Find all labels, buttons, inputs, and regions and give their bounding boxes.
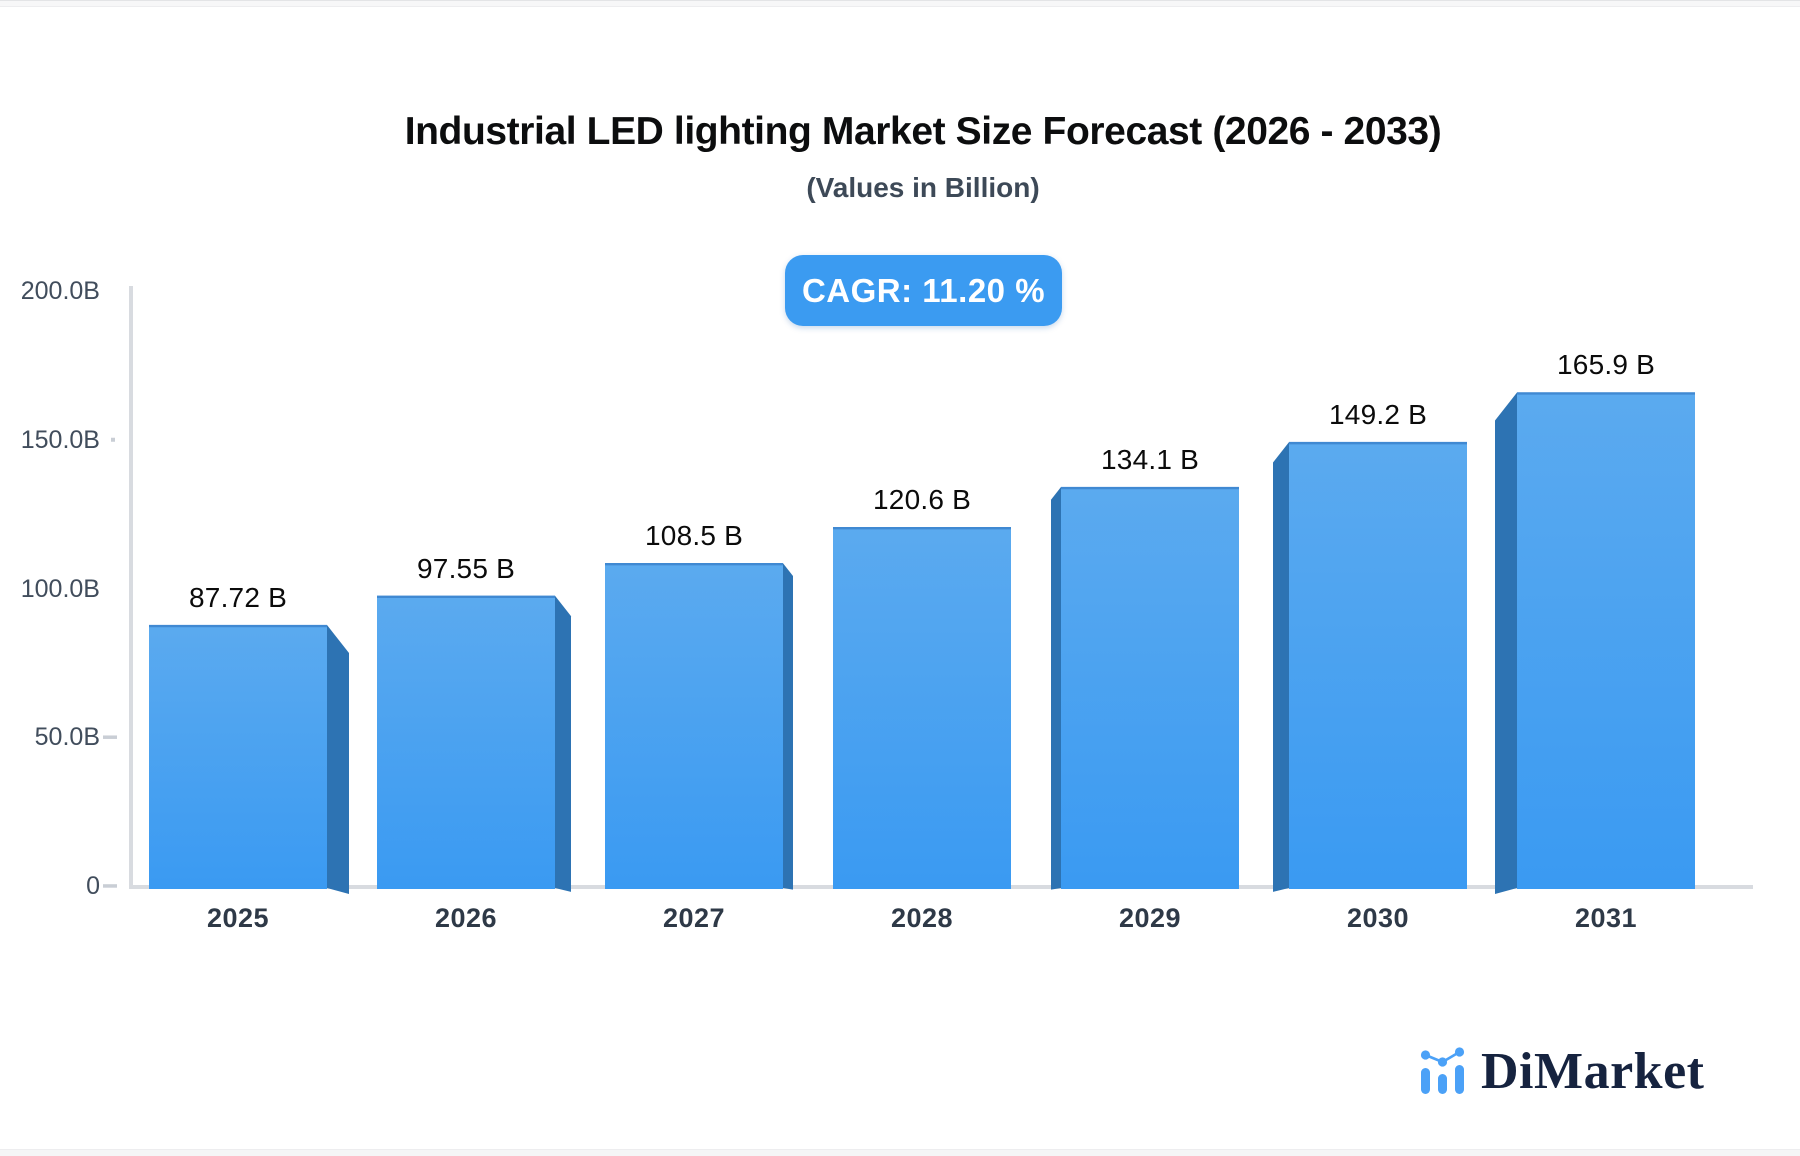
page-bottom-edge (0, 1149, 1800, 1156)
cagr-badge: CAGR: 11.20 % (785, 255, 1062, 326)
bar-side-2025 (327, 625, 349, 894)
x-tick-label-2027: 2027 (662, 903, 726, 933)
y-tick-mark (111, 437, 115, 442)
value-label-2030: 149.2 B (1329, 399, 1427, 431)
cagr-badge-label: CAGR: 11.20 % (801, 271, 1046, 309)
value-label-2026: 97.55 B (417, 552, 515, 584)
y-tick-mark (103, 884, 117, 888)
value-label-2029: 134.1 B (1101, 444, 1199, 476)
dimarket-logo: DiMarket (1418, 1038, 1704, 1098)
bar-2026[interactable] (377, 595, 555, 889)
y-tick-label-200.0B: 200.0B (20, 277, 100, 305)
x-tick-label-2026: 2026 (434, 903, 498, 933)
bar-2028[interactable] (833, 527, 1011, 889)
x-tick-label-2031: 2031 (1574, 903, 1638, 933)
y-tick-label-150.0B: 150.0B (20, 425, 100, 454)
y-axis-tick-marks (103, 437, 117, 888)
bar-2025[interactable] (149, 625, 327, 889)
bar-2030[interactable] (1289, 442, 1467, 889)
x-tick-label-2029: 2029 (1118, 903, 1182, 933)
x-tick-label-2028: 2028 (890, 903, 954, 933)
page-top-edge (0, 0, 1800, 7)
value-label-2028: 120.6 B (873, 484, 971, 516)
logo-text: DiMarket (1481, 1043, 1705, 1100)
value-label-2031: 165.9 B (1557, 349, 1655, 381)
y-tick-label-50.0B: 50.0B (34, 723, 100, 752)
bar-2031[interactable] (1517, 392, 1695, 889)
value-label-2025: 87.72 B (189, 582, 287, 614)
y-tick-mark (103, 735, 117, 739)
bars-group (149, 392, 1695, 894)
value-label-2027: 108.5 B (645, 520, 743, 552)
y-tick-label-100.0B: 100.0B (20, 574, 100, 603)
chart-subtitle: (Values in Billion) (806, 172, 1040, 203)
bar-side-2026 (555, 595, 571, 892)
bar-2027[interactable] (605, 563, 783, 889)
bar-side-2027 (783, 563, 793, 890)
bar-2029[interactable] (1061, 487, 1239, 889)
bar-side-2029 (1051, 487, 1061, 890)
y-tick-label-0: 0 (86, 872, 100, 900)
x-tick-label-2030: 2030 (1346, 903, 1410, 933)
mini-bar-line-chart-icon (1420, 1047, 1465, 1094)
chart-title: Industrial LED lighting Market Size Fore… (404, 110, 1442, 153)
bar-side-2030 (1273, 442, 1289, 892)
x-tick-label-2025: 2025 (206, 903, 270, 933)
bar-side-2031 (1495, 392, 1517, 894)
